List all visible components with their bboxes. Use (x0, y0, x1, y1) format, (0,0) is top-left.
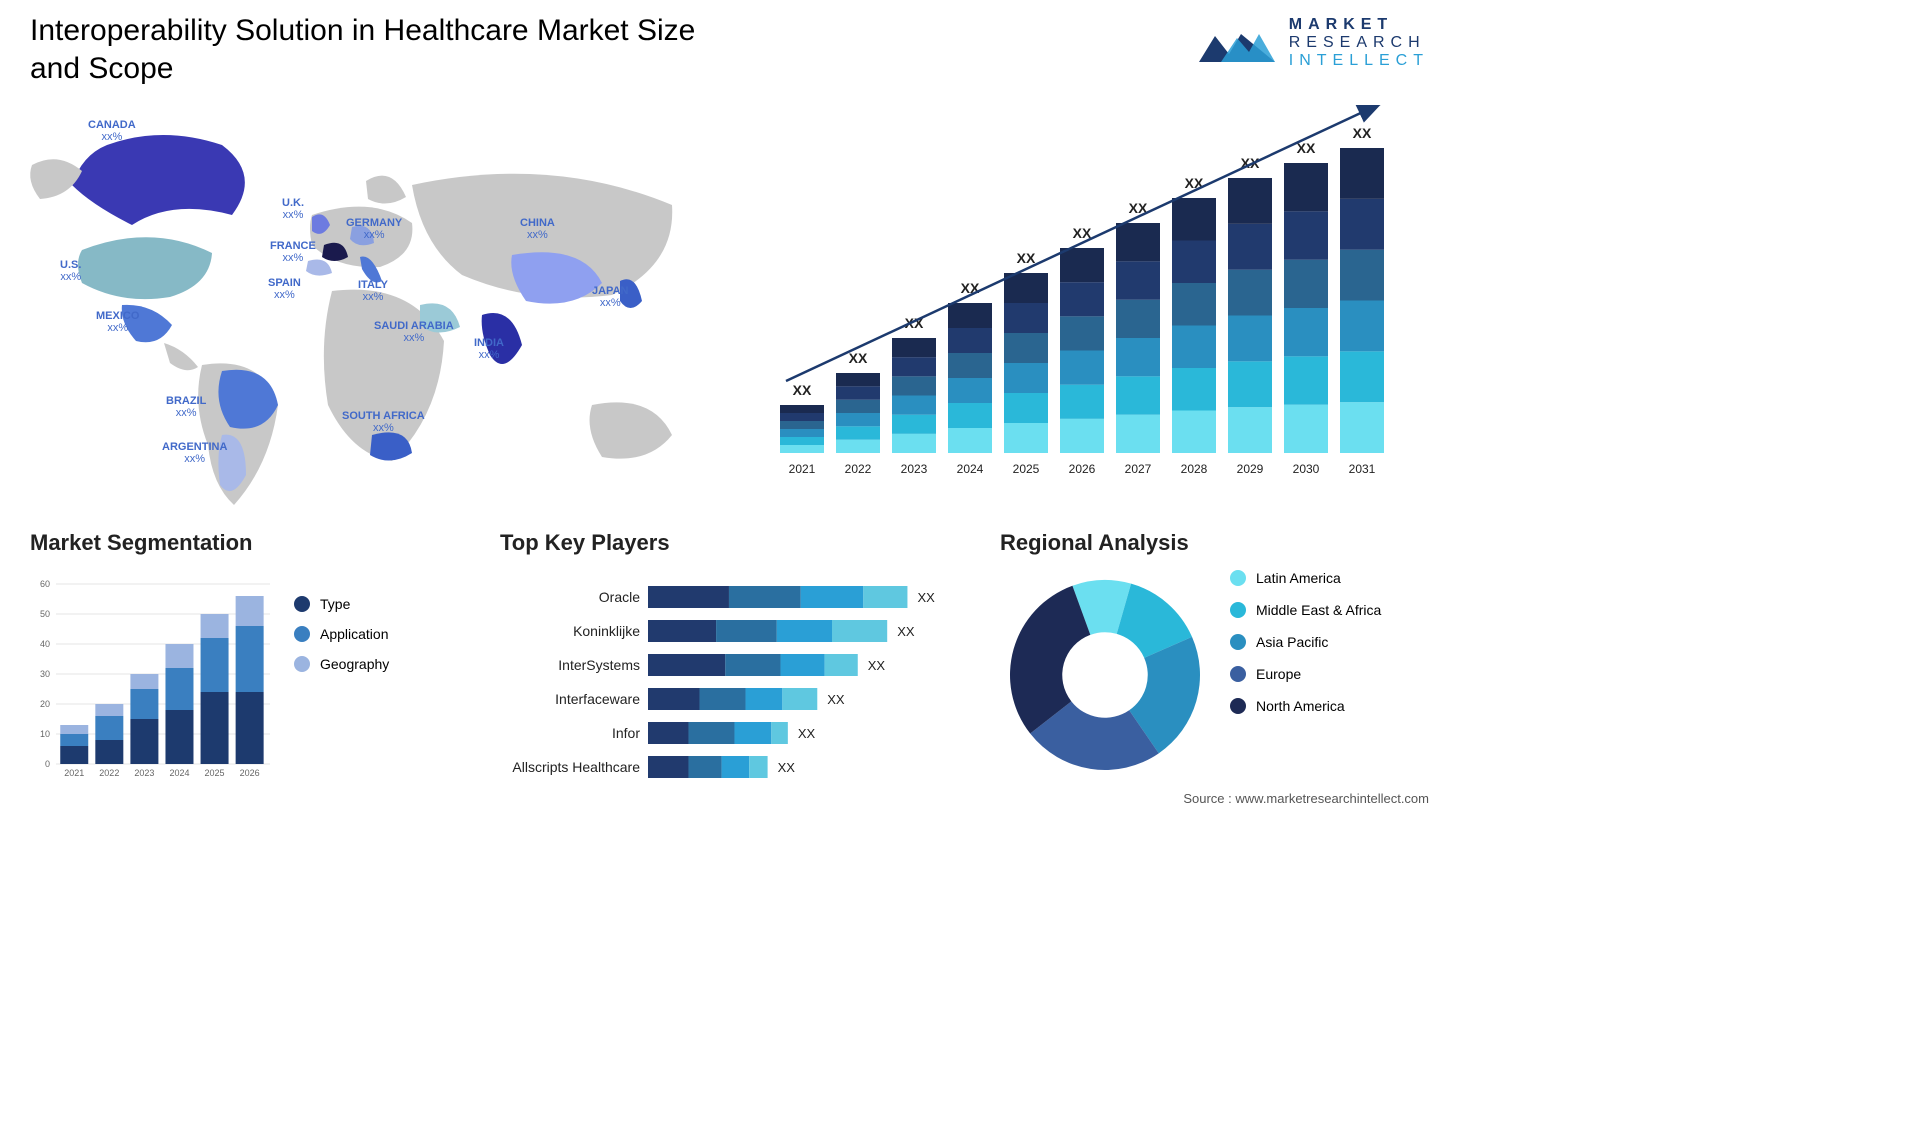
logo-mark-icon (1197, 12, 1277, 73)
map-label: SAUDI ARABIAxx% (374, 320, 454, 344)
svg-text:2021: 2021 (64, 768, 84, 778)
legend-item: Type (294, 596, 389, 612)
svg-text:2025: 2025 (205, 768, 225, 778)
segmentation-title: Market Segmentation (30, 530, 460, 556)
svg-text:2029: 2029 (1237, 462, 1264, 476)
svg-text:XX: XX (798, 726, 816, 741)
regional-section: Regional Analysis Latin America Middle Ea… (1000, 530, 1420, 780)
svg-text:Infor: Infor (612, 725, 640, 741)
world-map: CANADAxx% U.S.xx% MEXICOxx% BRAZILxx% ARGENT… (12, 105, 712, 505)
logo-line2: RESEARCH (1289, 34, 1429, 52)
svg-text:Oracle: Oracle (599, 589, 640, 605)
svg-text:XX: XX (778, 760, 796, 775)
logo-line3: INTELLECT (1289, 52, 1429, 70)
svg-text:50: 50 (40, 609, 50, 619)
map-label: SOUTH AFRICAxx% (342, 410, 425, 434)
legend-item: Application (294, 626, 389, 642)
svg-text:InterSystems: InterSystems (558, 657, 640, 673)
segmentation-section: Market Segmentation 0 10 20 30 40 50 60 2021 202… (30, 530, 460, 786)
legend-item: Europe (1230, 666, 1381, 682)
svg-text:Interfaceware: Interfaceware (555, 691, 640, 707)
svg-text:2024: 2024 (169, 768, 189, 778)
map-label: BRAZILxx% (166, 395, 206, 419)
svg-text:XX: XX (897, 624, 915, 639)
map-label: CHINAxx% (520, 217, 555, 241)
map-label: U.K.xx% (282, 197, 304, 221)
svg-text:XX: XX (917, 590, 935, 605)
growth-bar-chart: XX2021XX2022XX2023XX2024XX2025XX2026XX20… (760, 105, 1420, 485)
map-label: FRANCExx% (270, 240, 316, 264)
svg-text:Koninklijke: Koninklijke (573, 623, 640, 639)
page-title: Interoperability Solution in Healthcare … (30, 12, 730, 87)
logo-line1: MARKET (1289, 16, 1429, 34)
map-label: GERMANYxx% (346, 217, 402, 241)
legend-item: Asia Pacific (1230, 634, 1381, 650)
svg-text:2024: 2024 (957, 462, 984, 476)
map-label: U.S.xx% (60, 259, 81, 283)
svg-text:XX: XX (849, 350, 868, 366)
svg-text:2023: 2023 (134, 768, 154, 778)
svg-text:XX: XX (1353, 125, 1372, 141)
map-label: SPAINxx% (268, 277, 301, 301)
logo-text: MARKET RESEARCH INTELLECT (1289, 16, 1429, 70)
svg-text:2031: 2031 (1349, 462, 1376, 476)
svg-text:40: 40 (40, 639, 50, 649)
map-label: CANADAxx% (88, 119, 136, 143)
svg-text:2025: 2025 (1013, 462, 1040, 476)
segmentation-legend: Type Application Geography (294, 596, 389, 786)
map-label: INDIAxx% (474, 337, 504, 361)
svg-text:2030: 2030 (1293, 462, 1320, 476)
svg-text:2026: 2026 (1069, 462, 1096, 476)
svg-text:2027: 2027 (1125, 462, 1152, 476)
svg-text:XX: XX (1017, 250, 1036, 266)
regional-donut (1000, 570, 1210, 780)
svg-text:XX: XX (793, 382, 812, 398)
svg-text:2021: 2021 (789, 462, 816, 476)
players-chart: Oracle XX Koninklijke XX InterSystems XX Inter… (500, 576, 960, 796)
svg-text:20: 20 (40, 699, 50, 709)
svg-text:Allscripts Healthcare: Allscripts Healthcare (512, 759, 640, 775)
svg-text:30: 30 (40, 669, 50, 679)
map-label: JAPANxx% (592, 285, 628, 309)
svg-text:XX: XX (961, 280, 980, 296)
svg-text:2026: 2026 (240, 768, 260, 778)
legend-item: Latin America (1230, 570, 1381, 586)
source-text: Source : www.marketresearchintellect.com (1183, 791, 1429, 806)
segmentation-chart: 0 10 20 30 40 50 60 2021 2022 2023 2024 2025 2026 (30, 576, 270, 786)
svg-text:2022: 2022 (99, 768, 119, 778)
legend-item: Middle East & Africa (1230, 602, 1381, 618)
svg-text:2028: 2028 (1181, 462, 1208, 476)
regional-title: Regional Analysis (1000, 530, 1420, 556)
regional-legend: Latin America Middle East & Africa Asia Pa… (1230, 570, 1381, 714)
brand-logo: MARKET RESEARCH INTELLECT (1197, 12, 1429, 73)
map-label: ITALYxx% (358, 279, 388, 303)
svg-text:XX: XX (827, 692, 845, 707)
players-section: Top Key Players Oracle XX Koninklijke XX Int… (500, 530, 960, 801)
players-title: Top Key Players (500, 530, 960, 556)
svg-text:2022: 2022 (845, 462, 872, 476)
legend-item: North America (1230, 698, 1381, 714)
map-label: MEXICOxx% (96, 310, 139, 334)
svg-text:XX: XX (868, 658, 886, 673)
svg-text:60: 60 (40, 579, 50, 589)
map-label: ARGENTINAxx% (162, 441, 227, 465)
svg-text:10: 10 (40, 729, 50, 739)
svg-text:2023: 2023 (901, 462, 928, 476)
svg-text:0: 0 (45, 759, 50, 769)
legend-item: Geography (294, 656, 389, 672)
